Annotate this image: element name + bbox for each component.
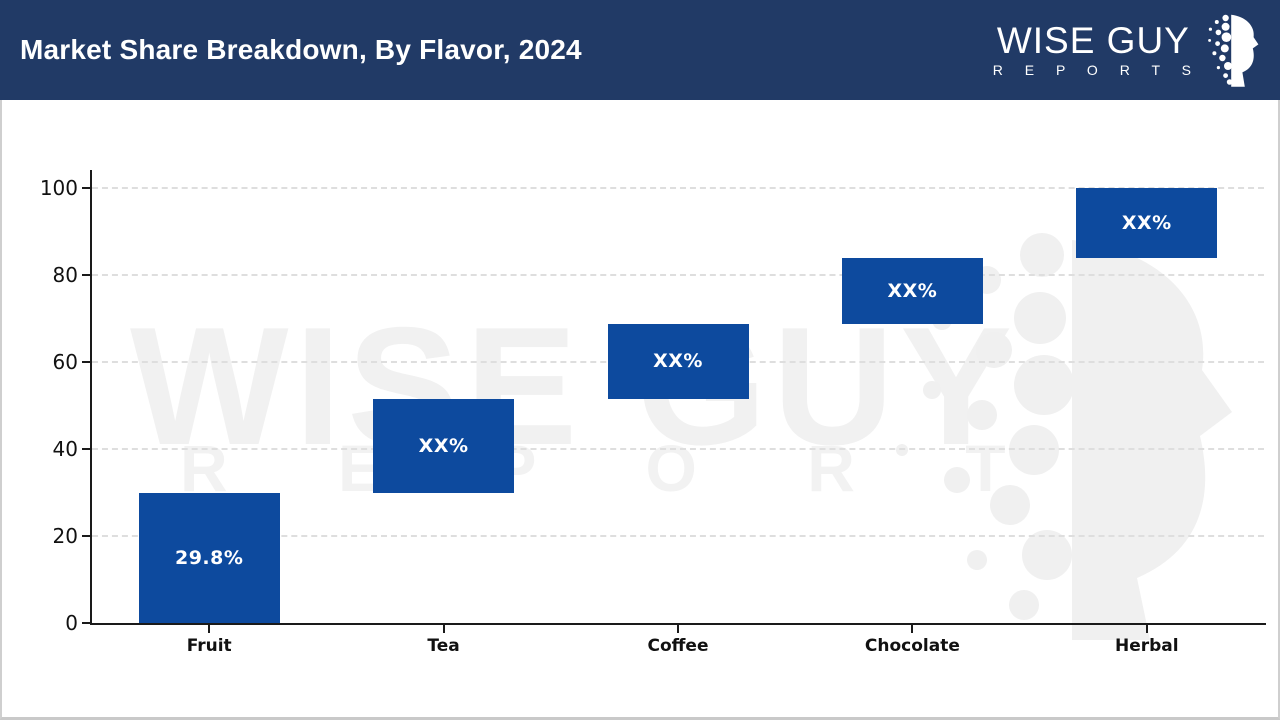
x-tick-chocolate <box>911 625 914 633</box>
y-tick-label-20: 20 <box>52 524 78 548</box>
x-tick-herbal <box>1145 625 1148 633</box>
y-tick-60 <box>82 361 90 363</box>
x-tick-tea <box>442 625 445 633</box>
x-tick-label-chocolate: Chocolate <box>864 636 960 656</box>
bar-layer: 29.8% Fruit XX% Tea XX% Coffee XX% Chocolate XX%… <box>2 100 1280 717</box>
header-bar: Market Share Breakdown, By Flavor, 2024 … <box>0 0 1280 100</box>
y-tick-label-60: 60 <box>52 350 78 374</box>
gridline-40 <box>92 448 1264 450</box>
x-tick-fruit <box>208 625 211 633</box>
chart-title: Market Share Breakdown, By Flavor, 2024 <box>20 34 582 65</box>
y-tick-80 <box>82 274 90 276</box>
logo-subtitle: R E P O R T S <box>992 62 1200 78</box>
logo-text: WISE GUY R E P O R T S <box>987 20 1200 79</box>
y-tick-label-40: 40 <box>52 437 78 461</box>
y-axis-spine <box>90 170 92 625</box>
logo-wordmark: WISE GUY <box>996 20 1190 61</box>
x-tick-label-fruit: Fruit <box>186 636 232 656</box>
x-tick-coffee <box>677 625 679 633</box>
bar-chocolate: XX% <box>841 258 983 324</box>
y-tick-20 <box>82 535 90 537</box>
gridline-80 <box>92 274 1264 276</box>
bar-value-label-fruit: 29.8% <box>174 547 244 570</box>
x-axis-spine <box>90 623 1266 625</box>
y-tick-0 <box>82 622 90 624</box>
wise-guy-head-icon <box>1208 14 1259 87</box>
x-tick-label-tea: Tea <box>427 636 460 656</box>
bar-herbal: XX% <box>1076 188 1218 259</box>
y-tick-40 <box>82 448 90 450</box>
bar-value-label-chocolate: XX% <box>887 280 938 303</box>
bar-tea: XX% <box>373 398 515 494</box>
gridline-20 <box>92 535 1264 537</box>
x-tick-label-coffee: Coffee <box>647 636 709 656</box>
bar-value-label-herbal: XX% <box>1121 212 1172 235</box>
bar-value-label-tea: XX% <box>418 435 469 458</box>
gridline-100 <box>92 187 1264 189</box>
plot-area: WISE GUY R E P O R T S 0 20 40 60 80 100 29.8… <box>2 100 1280 717</box>
x-tick-label-herbal: Herbal <box>1114 636 1179 656</box>
wise-guy-logo: WISE GUY R E P O R T S <box>987 8 1260 92</box>
y-tick-100 <box>82 187 90 189</box>
bar-value-label-coffee: XX% <box>653 350 703 373</box>
bar-coffee: XX% <box>607 323 749 399</box>
y-tick-label-80: 80 <box>52 263 78 287</box>
bar-fruit: 29.8% <box>138 493 280 623</box>
y-tick-label-100: 100 <box>39 176 78 200</box>
y-tick-label-0: 0 <box>65 611 78 635</box>
